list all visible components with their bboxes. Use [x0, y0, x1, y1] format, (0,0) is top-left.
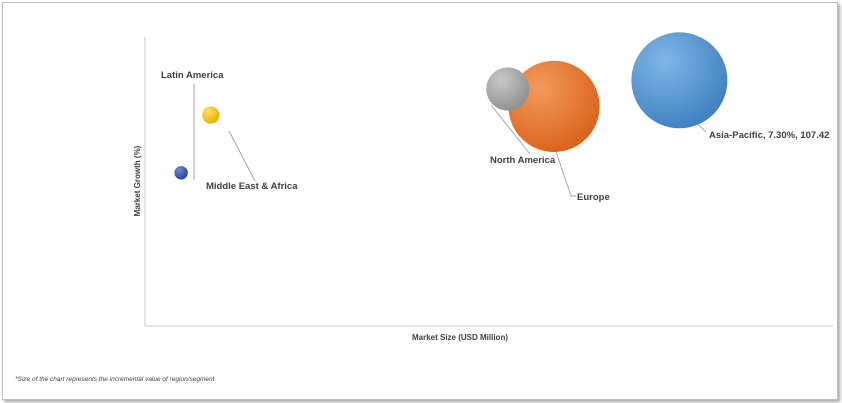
bubble-middle-east-africa	[174, 166, 188, 180]
data-label-latin-america: Latin America	[161, 70, 224, 81]
leader-line-middle-east-africa	[228, 130, 256, 182]
leader-line-north-america	[490, 104, 531, 155]
bubble-latin-america	[202, 106, 220, 124]
bubble-asia-pacific	[631, 32, 728, 129]
chart-footnote: *Size of the chart represents the increm…	[15, 376, 215, 383]
data-label-asia-pacific: Asia-Pacific, 7.30%, 107.42	[709, 130, 829, 141]
bubble-north-america	[486, 67, 530, 111]
data-label-north-america: North America	[490, 155, 556, 166]
y-axis-title: Market Growth (%)	[133, 145, 142, 216]
data-label-europe: Europe	[577, 192, 610, 203]
data-label-middle-east-africa: Middle East & Africa	[206, 181, 298, 192]
bubble-europe	[508, 60, 600, 152]
x-axis-title: Market Size (USD Million)	[412, 333, 508, 342]
bubble-chart: Market Size (USD Million) Market Growth …	[133, 32, 833, 342]
